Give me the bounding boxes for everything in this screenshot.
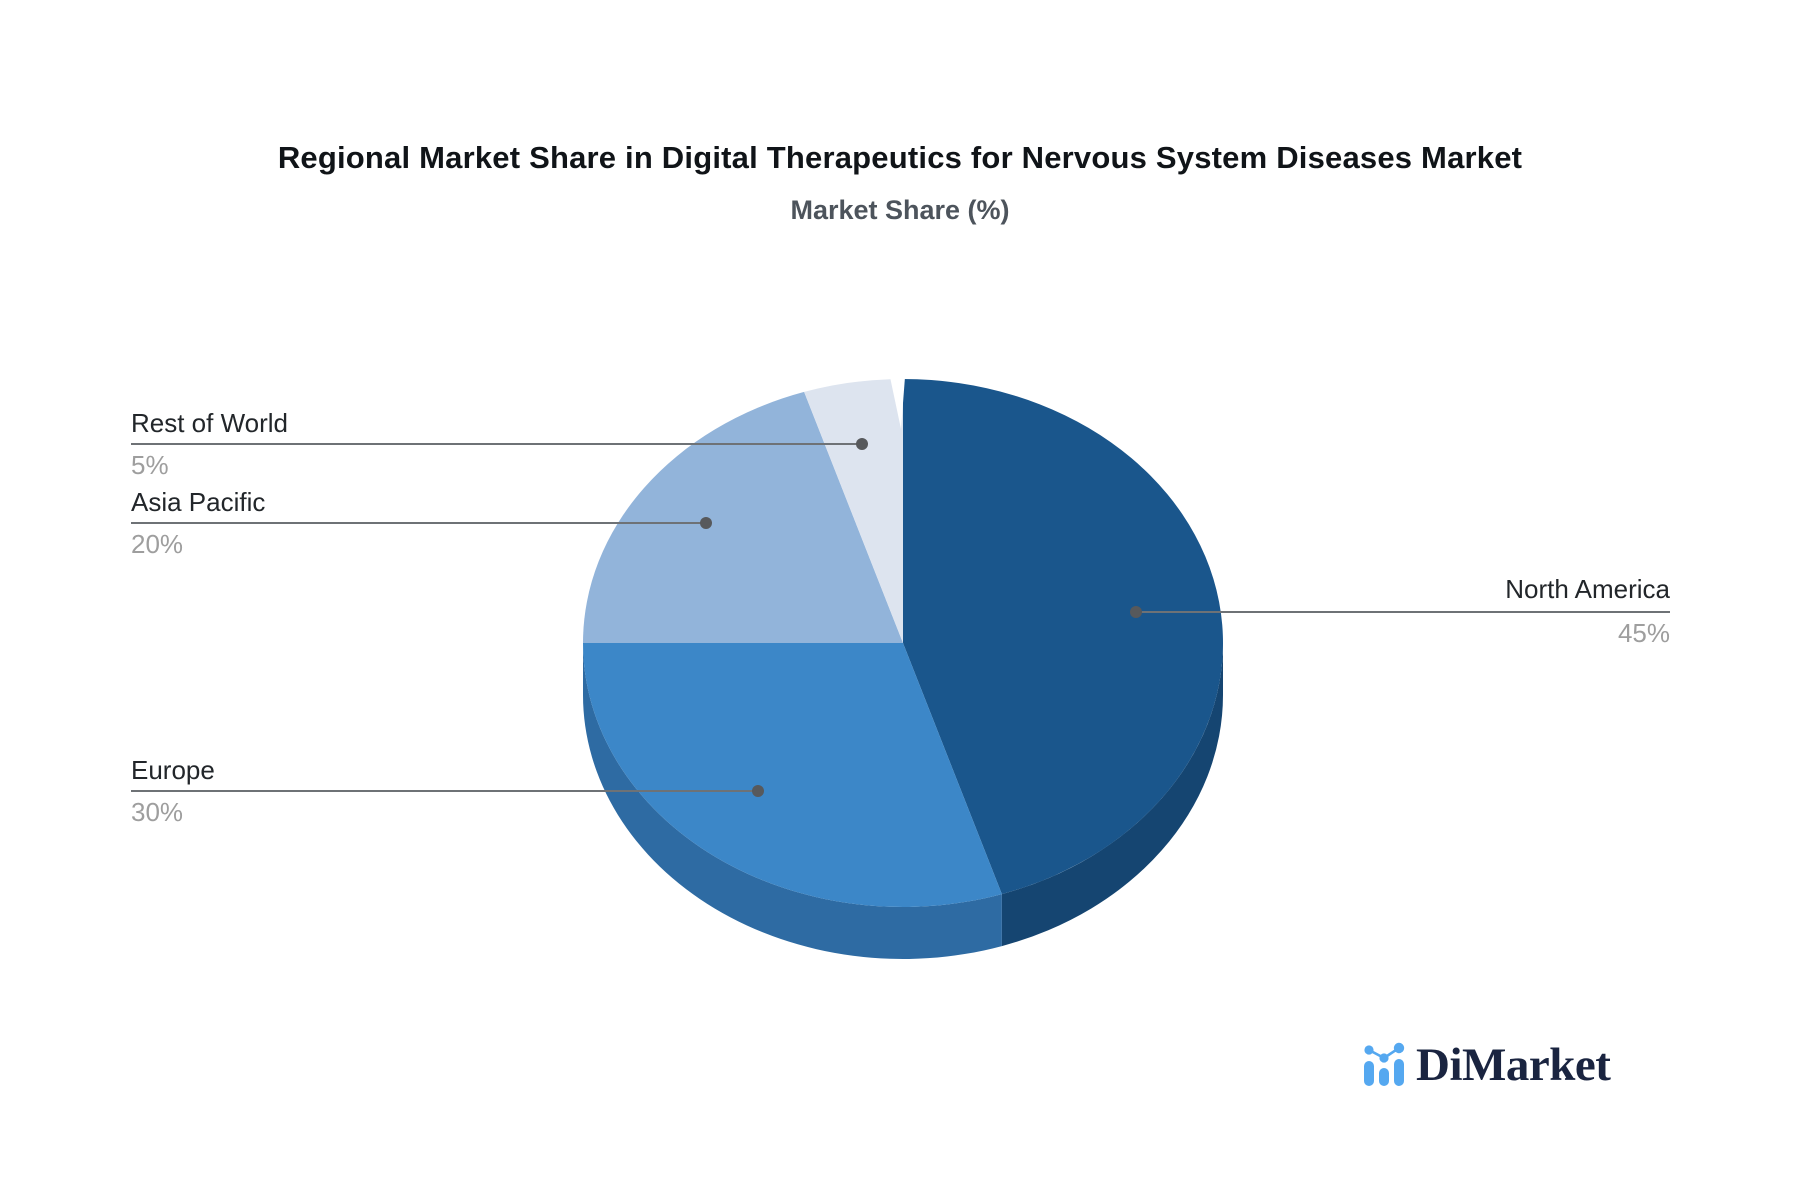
- chart-title: Regional Market Share in Digital Therape…: [277, 140, 1523, 175]
- label-asia-pacific: Asia Pacific: [131, 487, 266, 517]
- bar-line-chart-icon: [1364, 1042, 1405, 1086]
- leader-dot-north-america: [1130, 606, 1142, 618]
- leader-dot-asia-pacific: [700, 517, 712, 529]
- pie-side-north-america: [1001, 643, 1223, 947]
- leader-dot-rest-of-world: [856, 438, 868, 450]
- value-europe: 30%: [131, 797, 184, 827]
- pie-side-europe: [582, 643, 1002, 959]
- pie-slice-asia-pacific: [583, 391, 903, 643]
- logo: DiMarket: [1360, 1039, 1611, 1091]
- value-rest-of-world: 5%: [131, 450, 169, 480]
- leader-dot-europe: [752, 785, 764, 797]
- pie-slice-europe: [582, 643, 1002, 907]
- label-rest-of-world: Rest of World: [131, 408, 289, 438]
- label-north-america: North America: [1505, 574, 1670, 604]
- pie-slice-gap: [890, 377, 905, 429]
- chart-subtitle: Market Share (%): [790, 195, 1010, 225]
- label-europe: Europe: [131, 755, 215, 785]
- value-asia-pacific: 20%: [131, 529, 184, 559]
- logo-text: DiMarket: [1416, 1039, 1611, 1091]
- pie-slice-north-america: [903, 379, 1223, 895]
- value-north-america: 45%: [1617, 618, 1670, 648]
